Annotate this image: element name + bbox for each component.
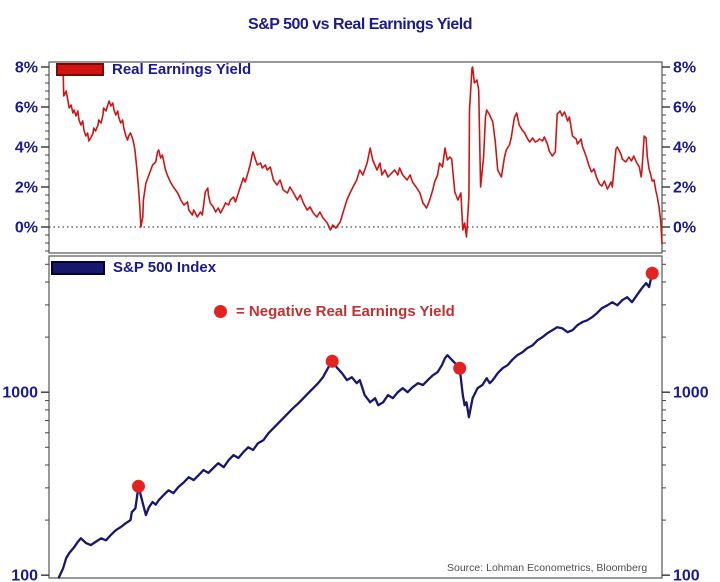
red-legend-swatch-icon [56,63,104,76]
top-panel-ytick-label-left: 8% [15,60,38,77]
bottom-panel-ytick-label-left: 100 [11,568,38,582]
negative-yield-marker [325,354,339,368]
bottom-panel-ytick-label-right: 100 [673,568,700,582]
bottom-panel-frame [48,255,663,579]
top-panel-ytick-label-left: 0% [15,220,38,237]
bottom-panel-ytick-label-right: 1000 [673,385,709,402]
negative-yield-marker [453,361,467,375]
top-panel-frame [48,61,663,254]
chart-title: S&P 500 vs Real Earnings Yield [248,16,472,33]
top-panel-ytick-label-left: 4% [15,140,38,157]
top-panel-ytick-label-right: 4% [673,140,696,157]
negative-yield-marker [645,266,659,280]
navy-legend-swatch-icon [51,260,105,275]
top-panel-ytick-label-right: 2% [673,180,696,197]
top-panel-ytick-label-left: 2% [15,180,38,197]
top-panel-ytick-label-right: 8% [673,60,696,77]
top-panel-ytick-label-right: 6% [673,100,696,117]
real-earnings-yield-line [62,64,663,245]
legend-sp500-index: S&P 500 Index [51,259,216,276]
negative-yield-annotation-text: = Negative Real Earnings Yield [236,303,455,320]
sp500-index-line [57,272,654,579]
bottom-panel-ytick-label-left: 1000 [2,385,38,402]
top-panel-ytick-label-right: 0% [673,220,696,237]
legend-real-earnings-yield: Real Earnings Yield [56,61,251,78]
red-dot-icon [214,305,227,318]
legend-label-real-earnings-yield: Real Earnings Yield [112,61,252,78]
legend-label-sp500-index: S&P 500 Index [113,259,217,276]
top-panel-ytick-label-left: 6% [15,100,38,117]
negative-yield-annotation: = Negative Real Earnings Yield [214,303,455,320]
source-note: Source: Lohman Econometrics, Bloomberg [447,562,648,574]
negative-yield-marker [131,479,145,493]
